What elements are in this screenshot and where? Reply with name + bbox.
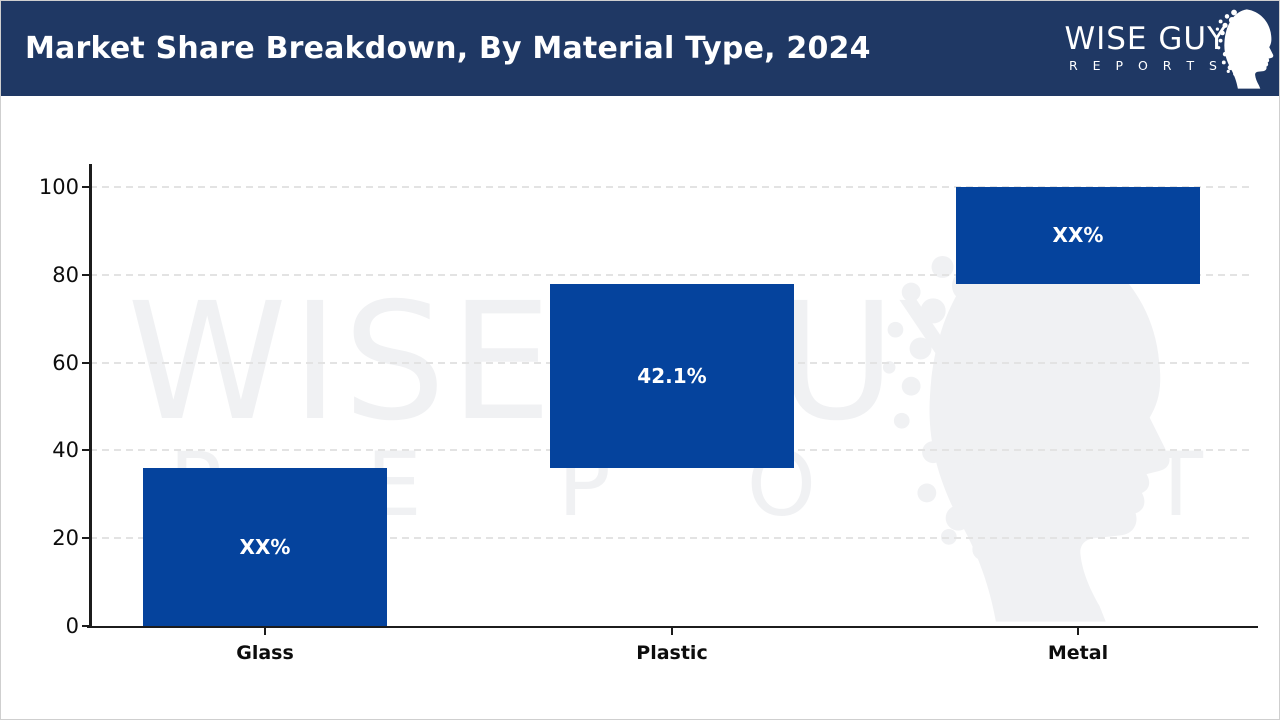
x-tick-label-plastic: Plastic — [636, 642, 708, 664]
y-tick-mark-80 — [82, 273, 90, 276]
bar-value-label-metal: XX% — [1052, 223, 1104, 248]
header-bar: Market Share Breakdown, By Material Type… — [1, 1, 1279, 96]
bar-glass — [143, 468, 387, 626]
y-tick-mark-60 — [82, 361, 90, 364]
dotted-head-icon — [1214, 8, 1274, 89]
gridline-100 — [90, 186, 1254, 188]
y-tick-label-40: 40 — [52, 438, 79, 463]
bar-plastic — [550, 283, 794, 469]
y-tick-label-0: 0 — [65, 614, 79, 638]
x-tick-mark-metal — [1077, 628, 1079, 635]
chart-area: WISE GUY R E P O R T S 020406080100XX%42… — [1, 96, 1279, 719]
bar-value-label-plastic: 42.1% — [637, 363, 707, 388]
x-tick-label-glass: Glass — [236, 642, 294, 664]
y-tick-label-60: 60 — [52, 350, 79, 375]
y-tick-label-20: 20 — [52, 526, 79, 551]
x-tick-label-metal: Metal — [1047, 642, 1109, 664]
page-title: Market Share Breakdown, By Material Type… — [25, 31, 871, 66]
y-tick-mark-100 — [82, 186, 90, 188]
x-tick-mark-plastic — [671, 628, 673, 635]
logo-wordmark: WISE GUY — [1064, 20, 1227, 57]
brand-logo-text: WISE GUY R E P O R T S — [1064, 21, 1227, 73]
y-tick-label-80: 80 — [52, 262, 79, 287]
logo-subtitle: R E P O R T S — [1068, 57, 1223, 73]
gridline-80 — [90, 273, 1254, 276]
x-tick-mark-glass — [264, 628, 266, 635]
y-tick-mark-0 — [82, 625, 90, 627]
x-axis-line — [87, 625, 1258, 628]
y-tick-label-100: 100 — [38, 175, 79, 199]
bar-value-label-glass: XX% — [239, 535, 291, 560]
y-axis-line — [89, 164, 92, 628]
y-tick-mark-40 — [82, 449, 90, 452]
plot: 0 20 40 60 80 100 XX% 42.1% XX% Glass Plastic Metal — [1, 96, 1279, 719]
y-tick-mark-20 — [82, 537, 90, 540]
brand-logo: WISE GUY R E P O R T S — [1064, 1, 1275, 96]
gridline-20 — [90, 537, 1254, 540]
